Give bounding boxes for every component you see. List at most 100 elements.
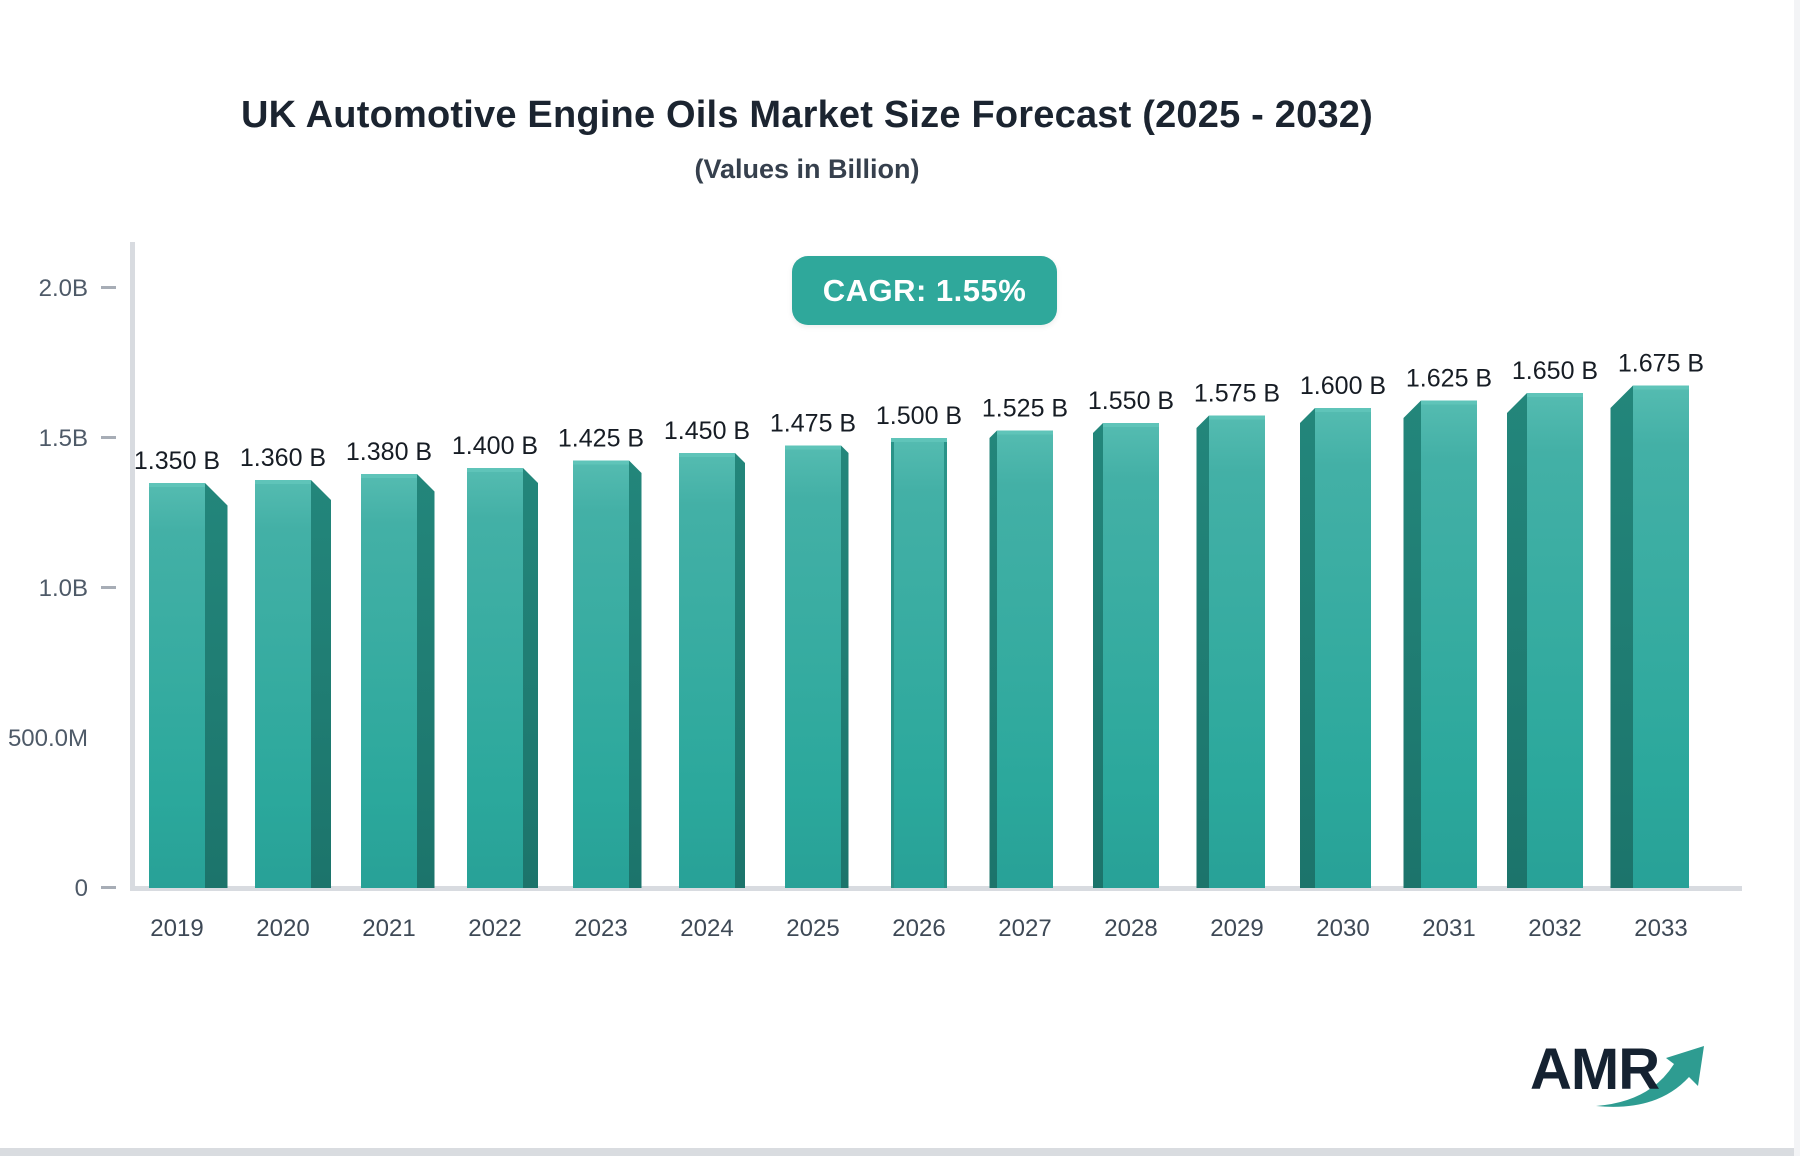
bar-2021 (361, 474, 435, 888)
bar-side-face (1507, 393, 1527, 888)
bar-value-label: 1.650 B (1512, 357, 1598, 385)
y-axis-label: 500.0M (8, 725, 88, 752)
bar-value-label: 1.575 B (1194, 380, 1280, 408)
y-axis-label: 2.0B (39, 275, 88, 302)
bar-2032 (1507, 393, 1583, 888)
bar-2033 (1610, 385, 1689, 888)
bar-top-highlight (1209, 415, 1265, 420)
bar-value-label: 1.675 B (1618, 350, 1704, 378)
bar-2019 (149, 483, 228, 888)
bar-front-face (255, 480, 311, 888)
bar-2026 (891, 438, 947, 888)
amr-logo: AMR (1524, 1030, 1724, 1120)
bar-top-highlight (1421, 400, 1477, 405)
x-axis-label: 2021 (362, 915, 415, 942)
bar-front-face (891, 438, 947, 888)
x-axis-label: 2019 (150, 915, 203, 942)
x-axis-label: 2023 (574, 915, 627, 942)
bar-side-face (1300, 408, 1315, 888)
bar-value-label: 1.360 B (240, 444, 326, 472)
bar-value-label: 1.380 B (346, 438, 432, 466)
bar-2030 (1300, 408, 1371, 888)
bar-top-highlight (573, 460, 629, 465)
bar-front-face (1103, 423, 1159, 888)
bar-top-highlight (149, 483, 205, 487)
bar-front-face (1209, 415, 1265, 888)
bar-top-highlight (361, 474, 417, 478)
bar-value-label: 1.525 B (982, 395, 1068, 423)
x-axis-label: 2031 (1422, 915, 1475, 942)
cagr-badge-label: CAGR: 1.55% (822, 272, 1027, 308)
bar-top-highlight (785, 445, 841, 450)
trend-arrow-icon (1596, 1046, 1704, 1107)
y-axis-label: 0 (75, 875, 88, 902)
x-axis-label: 2029 (1210, 915, 1263, 942)
bar-front-face (679, 453, 735, 888)
x-axis-label: 2024 (680, 915, 733, 942)
bar-value-label: 1.475 B (770, 410, 856, 438)
bar-front-face (467, 468, 523, 888)
bar-top-highlight (1527, 393, 1583, 397)
bar-top-highlight (679, 453, 735, 457)
bar-side-face (1403, 400, 1421, 888)
bar-value-label: 1.425 B (558, 425, 644, 453)
bar-2028 (1093, 423, 1159, 888)
bar-2024 (679, 453, 745, 888)
y-axis-tick (101, 436, 116, 439)
bar-edge (944, 438, 947, 888)
bar-2031 (1403, 400, 1477, 888)
bar-value-label: 1.400 B (452, 432, 538, 460)
x-axis-label: 2030 (1316, 915, 1369, 942)
page-title: UK Automotive Engine Oils Market Size Fo… (241, 94, 1373, 136)
y-axis-tick (101, 286, 116, 289)
page-subtitle: (Values in Billion) (694, 154, 920, 184)
bar-2029 (1196, 415, 1265, 888)
bar-edge (891, 438, 894, 888)
bar-value-label: 1.350 B (134, 447, 220, 475)
bar-top-highlight (997, 430, 1053, 435)
bar-side-face (311, 480, 331, 888)
bar-side-face (1093, 423, 1103, 888)
cagr-badge: CAGR: 1.55% (792, 256, 1057, 325)
bar-2023 (573, 460, 642, 888)
bar-2020 (255, 480, 331, 888)
bar-value-label: 1.500 B (876, 402, 962, 430)
bar-front-face (785, 445, 841, 888)
bar-top-highlight (1103, 423, 1159, 427)
x-axis-label: 2020 (256, 915, 309, 942)
bar-side-face (841, 445, 849, 888)
bar-side-face (1610, 385, 1633, 888)
y-axis-label: 1.0B (39, 575, 88, 602)
bar-front-face (149, 483, 205, 888)
bar-value-label: 1.600 B (1300, 372, 1386, 400)
bar-front-face (1633, 385, 1689, 888)
x-axis-label: 2025 (786, 915, 839, 942)
bar-side-face (523, 468, 538, 888)
bar-top-highlight (891, 438, 947, 442)
x-axis-label: 2026 (892, 915, 945, 942)
bar-side-face (417, 474, 435, 888)
y-axis-tick (101, 886, 116, 889)
x-axis-label: 2022 (468, 915, 521, 942)
right-edge-divider (1794, 0, 1800, 1156)
x-axis-line (130, 886, 1742, 891)
bar-front-face (1527, 393, 1583, 888)
bar-value-label: 1.625 B (1406, 365, 1492, 393)
bar-front-face (1315, 408, 1371, 888)
bar-front-face (361, 474, 417, 888)
bar-2022 (467, 468, 538, 888)
bar-top-highlight (255, 480, 311, 484)
bar-2025 (785, 445, 849, 888)
x-axis-label: 2033 (1634, 915, 1687, 942)
y-axis-label: 1.5B (39, 425, 88, 452)
bar-value-label: 1.450 B (664, 417, 750, 445)
bar-top-highlight (1633, 385, 1689, 390)
x-axis-label: 2027 (998, 915, 1051, 942)
bar-top-highlight (1315, 408, 1371, 412)
y-axis-line (130, 242, 135, 891)
bar-front-face (1421, 400, 1477, 888)
bar-side-face (735, 453, 745, 888)
bar-front-face (997, 430, 1053, 888)
bar-front-face (573, 460, 629, 888)
